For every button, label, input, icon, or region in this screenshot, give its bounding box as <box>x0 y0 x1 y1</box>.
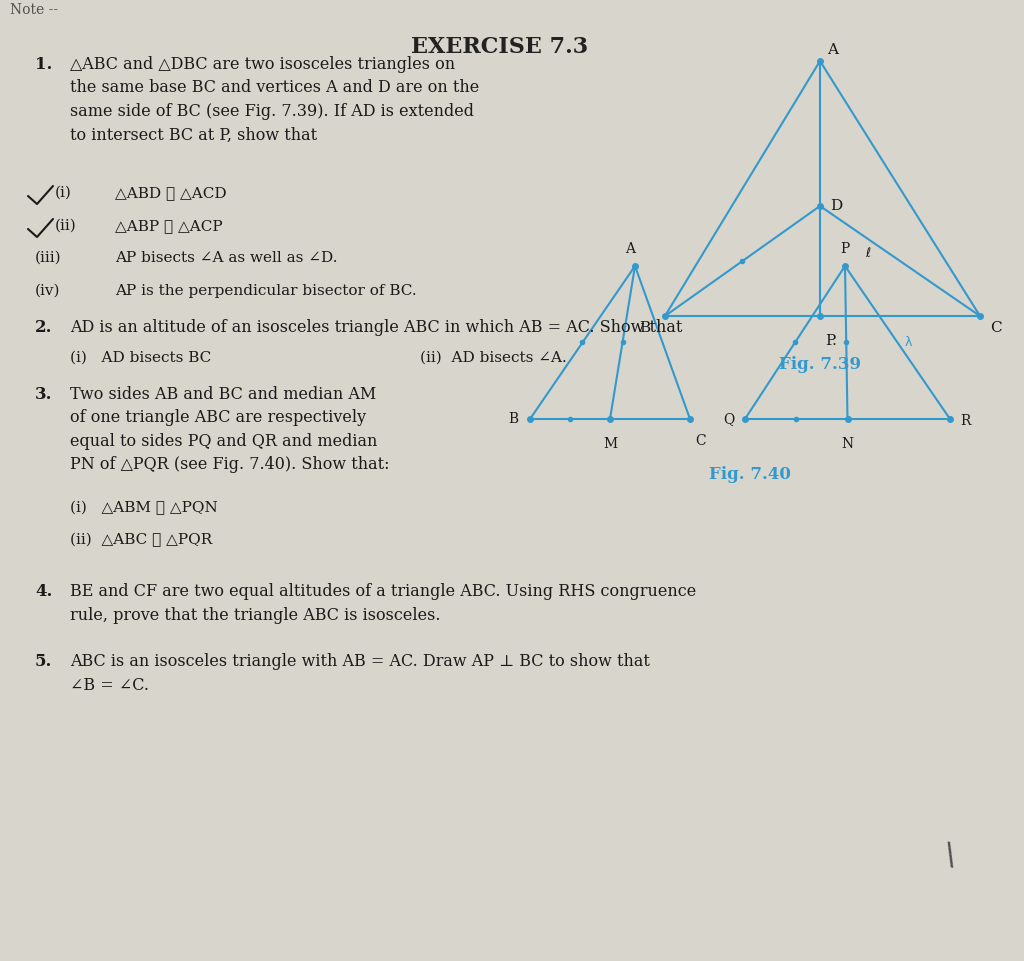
Text: 4.: 4. <box>35 583 52 600</box>
Text: A: A <box>827 43 838 57</box>
Text: Q: Q <box>724 412 735 426</box>
Text: (i)   AD bisects BC: (i) AD bisects BC <box>70 351 211 365</box>
Text: AD is an altitude of an isosceles triangle ABC in which AB = AC. Show that: AD is an altitude of an isosceles triang… <box>70 319 682 336</box>
Text: 2.: 2. <box>35 319 52 336</box>
Text: (ii)  △ABC ≅ △PQR: (ii) △ABC ≅ △PQR <box>70 533 212 547</box>
Text: △ABC and △DBC are two isosceles triangles on
the same base BC and vertices A and: △ABC and △DBC are two isosceles triangle… <box>70 56 479 143</box>
Text: Fig. 7.39: Fig. 7.39 <box>779 356 861 373</box>
Text: λ: λ <box>904 336 912 349</box>
Text: (i): (i) <box>55 186 72 200</box>
Text: 1.: 1. <box>35 56 52 73</box>
Text: 5.: 5. <box>35 653 52 670</box>
Text: ABC is an isosceles triangle with AB = AC. Draw AP ⊥ BC to show that
∠B = ∠C.: ABC is an isosceles triangle with AB = A… <box>70 653 650 694</box>
Text: (ii)  AD bisects ∠A.: (ii) AD bisects ∠A. <box>420 351 566 365</box>
Text: BE and CF are two equal altitudes of a triangle ABC. Using RHS congruence
rule, : BE and CF are two equal altitudes of a t… <box>70 583 696 624</box>
Text: ℓ: ℓ <box>865 247 870 260</box>
Text: D: D <box>830 199 843 213</box>
Text: Fig. 7.40: Fig. 7.40 <box>709 466 791 483</box>
Text: Two sides AB and BC and median AM
of one triangle ABC are respectively
equal to : Two sides AB and BC and median AM of one… <box>70 386 389 474</box>
Text: (iv): (iv) <box>35 284 60 298</box>
Text: A: A <box>625 242 635 256</box>
Text: M: M <box>603 437 617 451</box>
Text: AP bisects ∠A as well as ∠D.: AP bisects ∠A as well as ∠D. <box>115 251 338 265</box>
Text: \: \ <box>942 841 957 872</box>
Text: Note --: Note -- <box>10 3 58 17</box>
Text: B: B <box>508 412 518 426</box>
Text: EXERCISE 7.3: EXERCISE 7.3 <box>412 36 589 58</box>
Text: R: R <box>961 414 971 428</box>
Text: (iii): (iii) <box>35 251 61 265</box>
Text: △ABD ≅ △ACD: △ABD ≅ △ACD <box>115 186 226 200</box>
Text: C: C <box>695 434 706 448</box>
Text: AP is the perpendicular bisector of BC.: AP is the perpendicular bisector of BC. <box>115 284 417 298</box>
Text: B: B <box>639 321 650 335</box>
Text: C: C <box>990 321 1001 335</box>
Text: 3.: 3. <box>35 386 52 403</box>
Text: (i)   △ABM ≅ △PQN: (i) △ABM ≅ △PQN <box>70 501 218 515</box>
Text: P.: P. <box>825 334 837 348</box>
Text: (ii): (ii) <box>55 219 77 233</box>
Text: P: P <box>841 242 850 256</box>
Text: △ABP ≅ △ACP: △ABP ≅ △ACP <box>115 219 222 233</box>
Text: N: N <box>842 437 854 451</box>
